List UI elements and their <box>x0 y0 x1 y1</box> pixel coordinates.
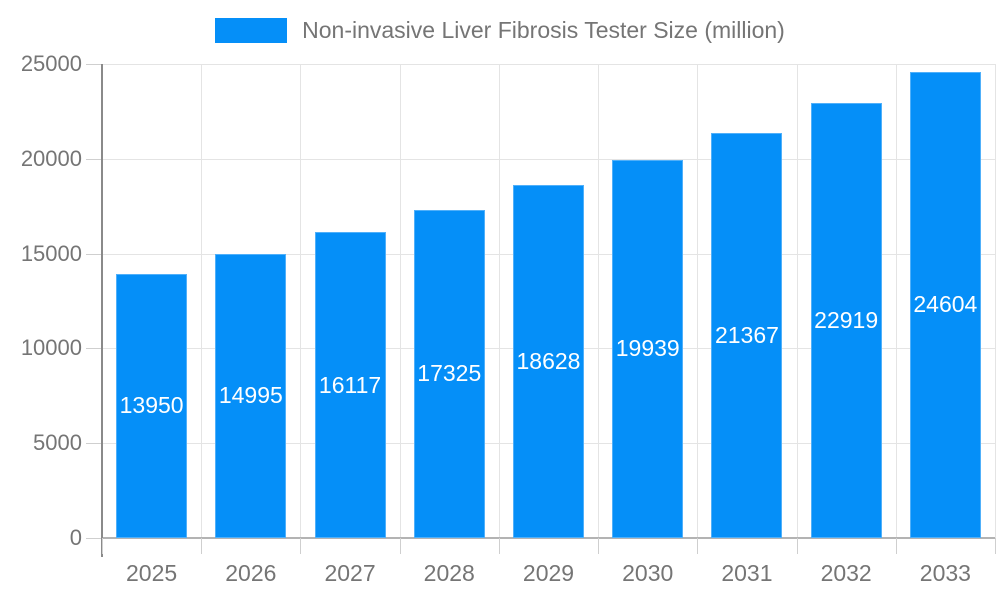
bar: 16117 <box>314 232 386 538</box>
x-axis-tick <box>102 538 103 554</box>
y-tick-label: 20000 <box>20 145 82 171</box>
y-tick-label: 15000 <box>20 240 82 266</box>
bar-value-label: 14995 <box>218 382 283 409</box>
y-axis-tick <box>86 348 102 350</box>
x-gridline <box>300 64 302 538</box>
x-gridline <box>995 64 996 538</box>
x-axis-tick <box>201 538 203 554</box>
x-tick-label: 2031 <box>721 560 773 586</box>
bar: 22919 <box>810 103 882 538</box>
bar-value-label: 24604 <box>913 291 978 318</box>
bar-value-label: 13950 <box>119 392 184 419</box>
y-tick-label: 10000 <box>20 335 82 361</box>
y-axis-line <box>101 64 103 557</box>
x-axis-tick <box>598 538 600 554</box>
x-tick-label: 2026 <box>225 560 277 586</box>
y-tick-label: 0 <box>69 525 82 550</box>
bar-value-label: 19939 <box>615 335 680 362</box>
plot-area: 13950 2025 14995 2026 16117 2027 17325 2028 1862… <box>86 64 996 586</box>
x-gridline <box>598 64 600 538</box>
x-axis-tick <box>995 538 996 554</box>
y-axis-tick <box>86 64 102 65</box>
x-axis-tick <box>697 538 699 554</box>
y-axis-tick <box>86 538 102 539</box>
legend-label: Non-invasive Liver Fibrosis Tester Size … <box>302 17 785 43</box>
y-tick-label: 25000 <box>20 51 82 76</box>
x-gridline <box>498 64 500 538</box>
x-axis-tick <box>895 538 897 554</box>
x-tick-label: 2033 <box>919 560 971 586</box>
x-tick-label: 2025 <box>126 560 178 586</box>
x-tick-label: 2030 <box>622 560 674 586</box>
bar-value-label: 22919 <box>814 307 879 334</box>
x-tick-label: 2029 <box>522 560 575 586</box>
y-tick-label: 5000 <box>33 430 82 456</box>
x-gridline <box>399 64 401 538</box>
legend[interactable]: Non-invasive Liver Fibrosis Tester Size … <box>0 17 1000 44</box>
bar: 13950 <box>116 273 188 538</box>
x-axis-tick <box>498 538 500 554</box>
x-gridline <box>895 64 897 538</box>
legend-swatch <box>215 18 288 43</box>
y-gridline <box>102 158 995 160</box>
x-gridline <box>201 64 203 538</box>
bar-value-label: 18628 <box>516 347 581 374</box>
bar: 14995 <box>215 253 287 538</box>
bar: 21367 <box>711 132 783 538</box>
x-axis-tick <box>300 538 302 554</box>
bar-value-label: 16117 <box>318 371 382 398</box>
x-tick-label: 2028 <box>423 560 475 586</box>
y-axis-tick <box>86 443 102 445</box>
bar: 24604 <box>909 71 981 538</box>
x-tick-label: 2032 <box>820 560 872 586</box>
bar: 18628 <box>513 184 584 538</box>
x-tick-label: 2027 <box>324 560 376 586</box>
x-gridline <box>697 64 699 538</box>
y-axis-tick <box>86 253 102 255</box>
x-axis-tick <box>796 538 798 554</box>
x-axis-tick <box>399 538 401 554</box>
bar-value-label: 21367 <box>714 321 779 348</box>
x-gridline <box>796 64 798 538</box>
bar-value-label: 17325 <box>417 360 482 387</box>
bar: 19939 <box>612 159 684 538</box>
bar: 17325 <box>413 209 485 538</box>
x-axis-line <box>102 537 995 539</box>
y-gridline <box>102 64 995 65</box>
y-axis-tick <box>86 158 102 160</box>
